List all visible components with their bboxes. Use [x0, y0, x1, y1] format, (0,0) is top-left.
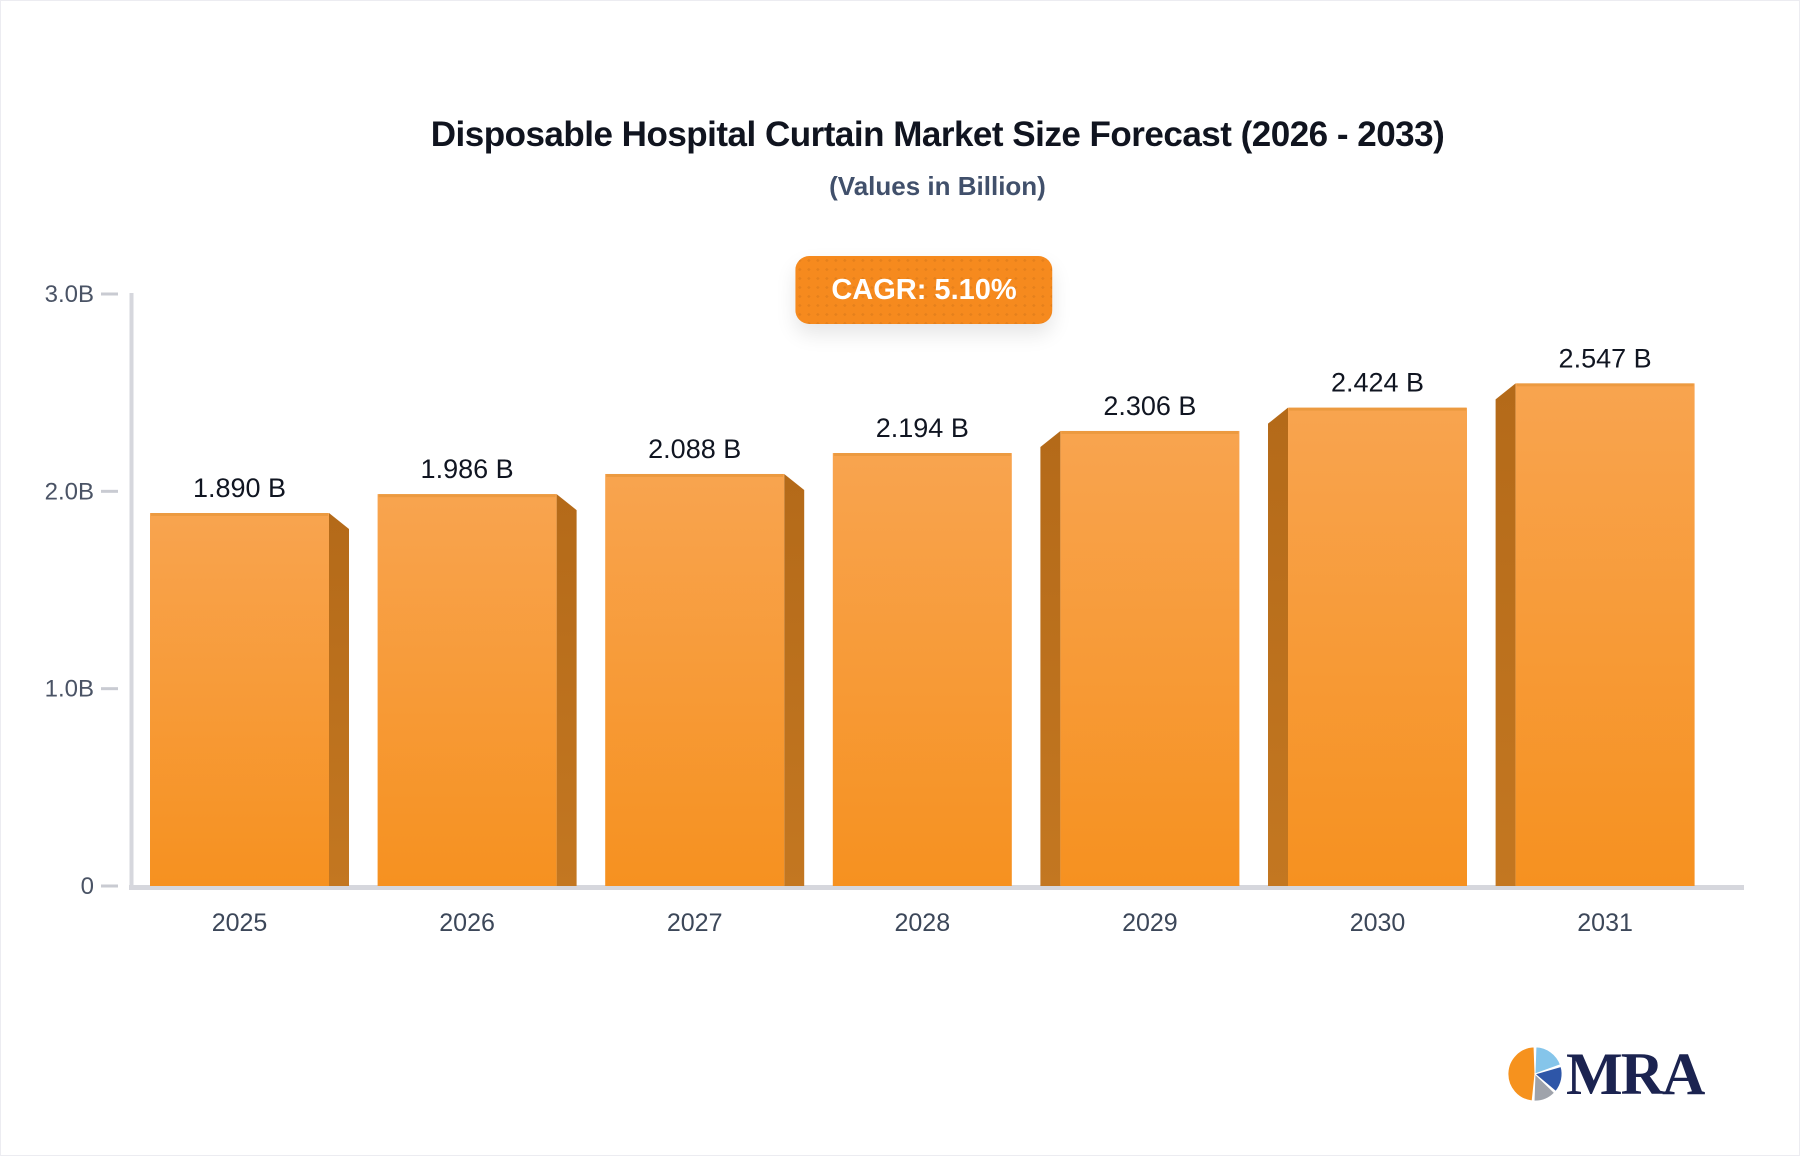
- bar-side-face: [784, 473, 805, 886]
- y-tick-dash: [101, 884, 118, 888]
- bar-value-label: 2.424 B: [1331, 368, 1424, 398]
- x-tick-label: 2030: [1350, 909, 1406, 937]
- y-tick-dash: [101, 292, 118, 296]
- logo-slice-orange: [1507, 1046, 1536, 1102]
- x-tick-label: 2031: [1577, 909, 1633, 937]
- chart-header: Disposable Hospital Curtain Market Size …: [131, 1, 1744, 202]
- chart-subtitle: (Values in Billion): [829, 171, 1046, 201]
- bar-side-face: [1268, 407, 1288, 886]
- logo-slice-lightblue: [1534, 1046, 1562, 1075]
- y-tick-label: 0: [81, 873, 94, 900]
- y-tick-label: 3.0B: [45, 281, 94, 308]
- bar-front-face: [605, 473, 785, 886]
- bar-front-face: [377, 494, 557, 886]
- pie-chart-logo-icon: [1507, 1046, 1563, 1102]
- cagr-badge: CAGR: 5.10%: [795, 256, 1053, 324]
- bar-front-face: [1515, 383, 1695, 886]
- y-tick-dash: [101, 489, 118, 493]
- bar-front-face: [1060, 430, 1240, 886]
- y-axis-line: [129, 293, 134, 890]
- bar-side-face: [1040, 430, 1061, 886]
- bar-front-face: [1288, 407, 1467, 886]
- bar-value-label: 2.547 B: [1559, 343, 1652, 373]
- bar-side-face: [329, 513, 349, 886]
- bar-value-label: 2.088 B: [648, 434, 741, 464]
- x-axis-line: [129, 885, 1744, 890]
- y-tick-label: 2.0B: [45, 478, 94, 505]
- x-tick-label: 2029: [1122, 909, 1178, 937]
- bar-value-label: 1.890 B: [193, 473, 286, 503]
- chart-title: Disposable Hospital Curtain Market Size …: [430, 115, 1445, 154]
- bar-value-label: 1.986 B: [421, 454, 514, 484]
- bar-front-face: [832, 453, 1012, 886]
- x-tick-label: 2027: [667, 909, 723, 937]
- bar-side-face: [1495, 383, 1516, 886]
- bar-value-label: 2.194 B: [876, 413, 969, 443]
- logo-slice-darkblue: [1533, 1065, 1563, 1093]
- bar-side-face: [556, 494, 577, 886]
- x-tick-label: 2025: [212, 909, 268, 937]
- bar-front-face: [150, 513, 329, 886]
- logo-slice-gray: [1533, 1072, 1556, 1102]
- bar-value-label: 2.306 B: [1103, 391, 1196, 421]
- brand-logo-text: MRA: [1566, 1041, 1705, 1107]
- y-tick-dash: [101, 687, 118, 691]
- y-tick-label: 1.0B: [45, 676, 94, 703]
- x-tick-label: 2028: [894, 909, 950, 937]
- x-tick-label: 2026: [439, 909, 495, 937]
- brand-logo: MRA: [1506, 1041, 1705, 1107]
